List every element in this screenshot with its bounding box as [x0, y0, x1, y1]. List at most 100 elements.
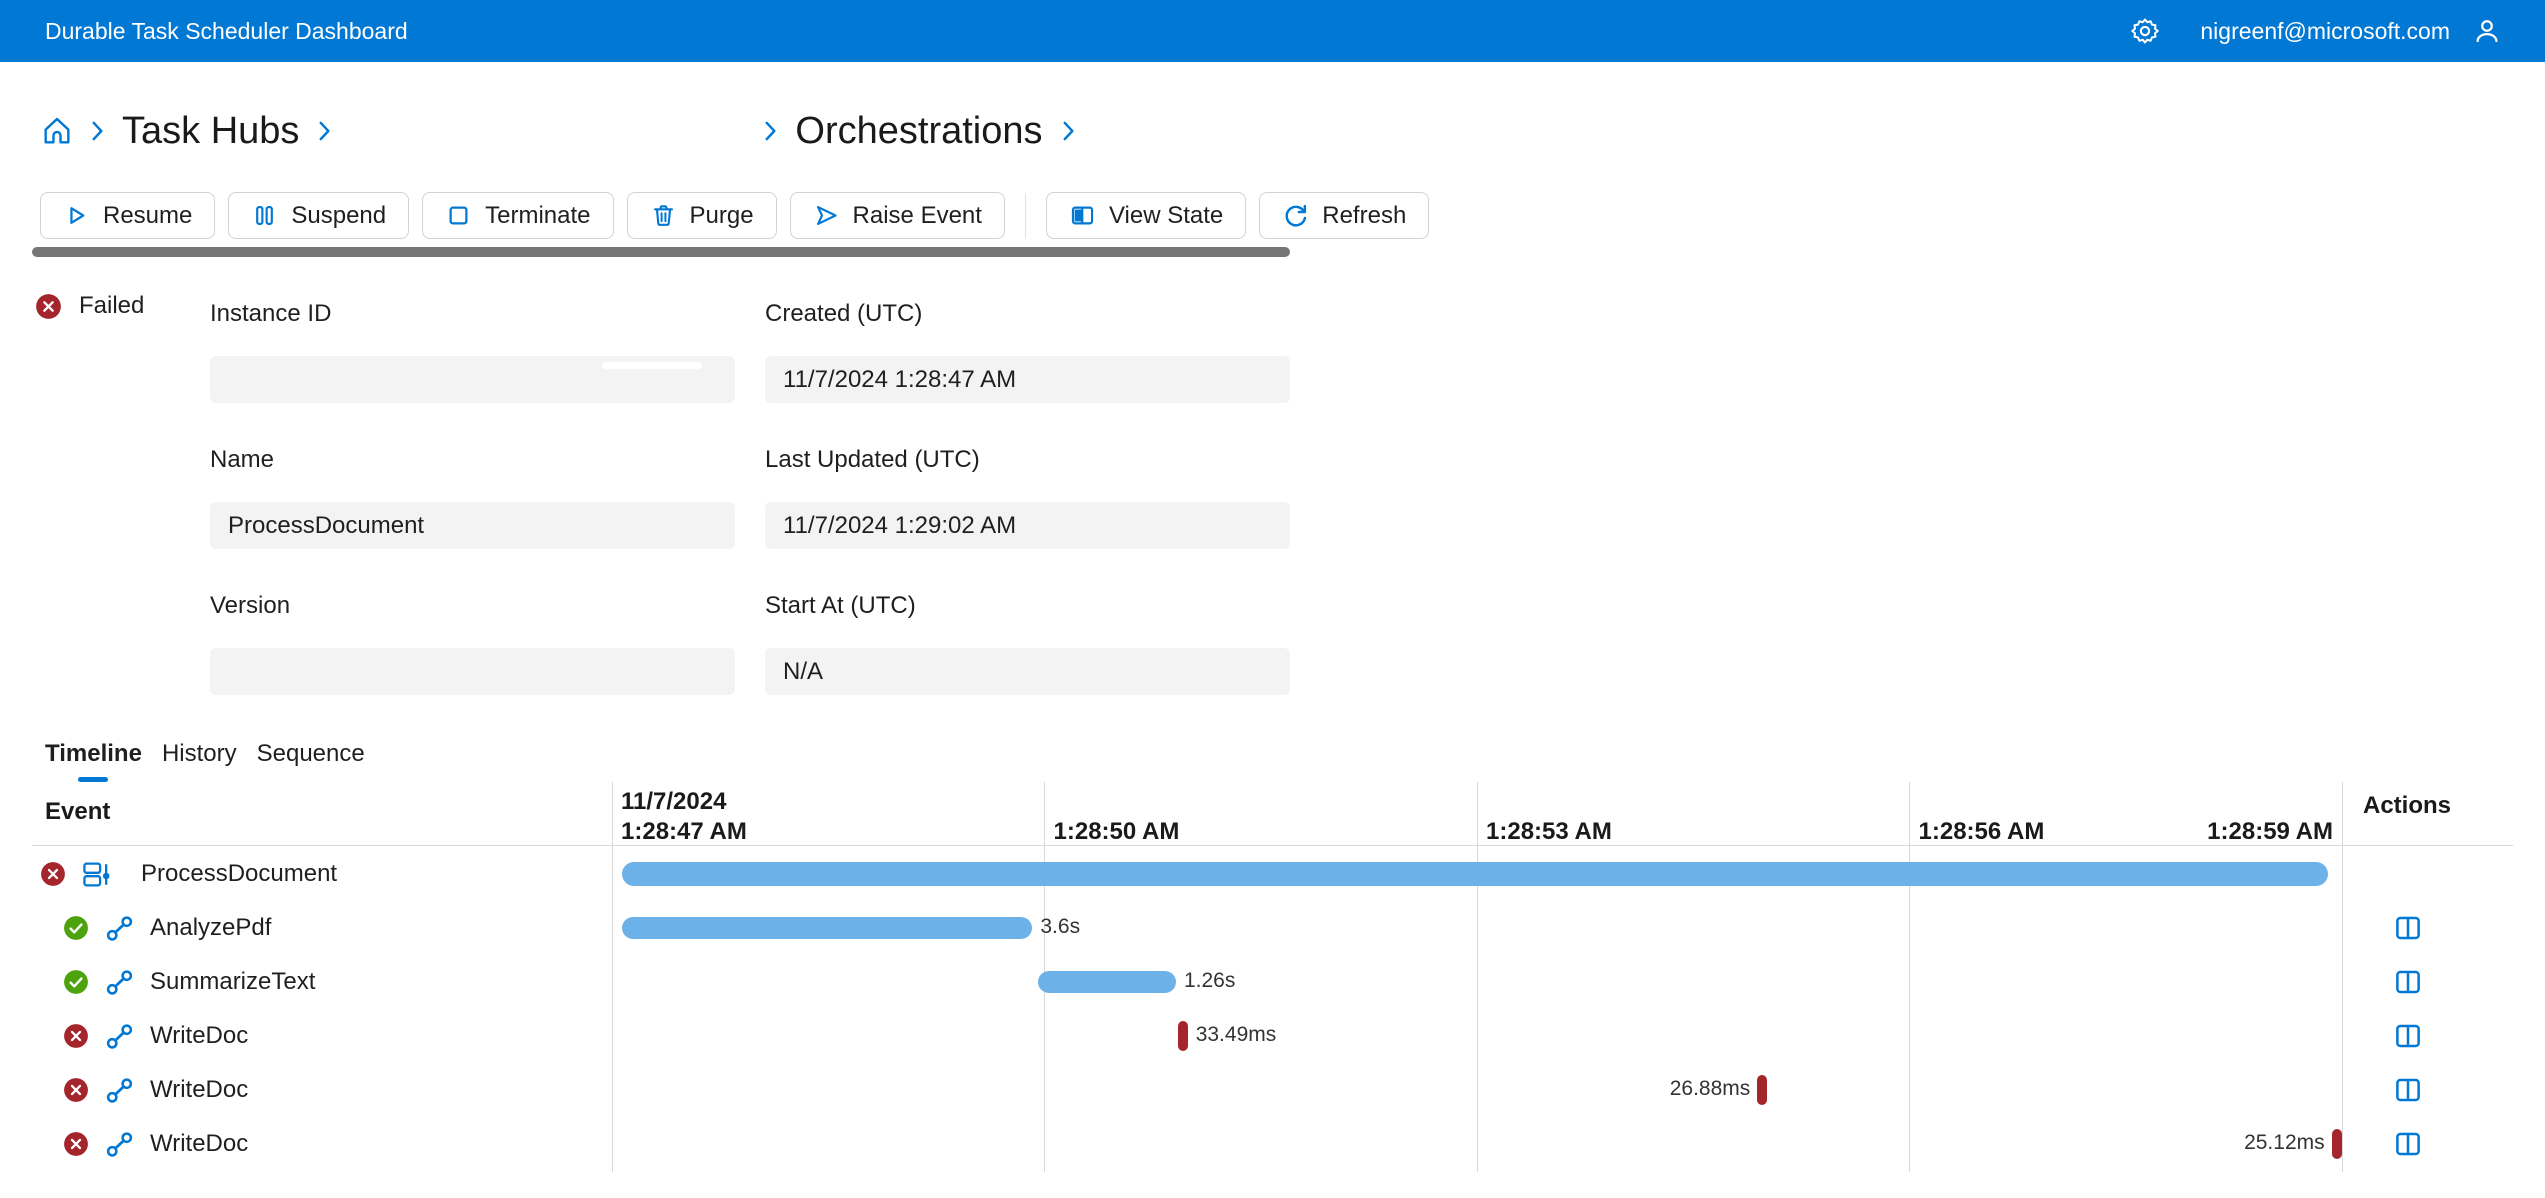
timeline-bar-analyzepdf[interactable]	[622, 917, 1033, 939]
timeline-row-writedoc[interactable]: WriteDoc	[32, 1063, 610, 1117]
error-icon	[63, 1077, 89, 1103]
app-title: Durable Task Scheduler Dashboard	[45, 17, 408, 44]
timeline-row-label: WriteDoc	[150, 1022, 249, 1049]
timeline-bar-writedoc[interactable]	[1177, 1021, 1188, 1051]
refresh-button[interactable]: Refresh	[1259, 192, 1430, 239]
axis-tick-label: 1:28:56 AM	[1918, 818, 2045, 845]
axis-tick-label: 1:28:59 AM	[2207, 818, 2333, 845]
active-tab-underline	[78, 777, 109, 782]
timeline-bar-writedoc[interactable]	[2331, 1129, 2342, 1159]
duration-label: 1.26s	[1183, 969, 1236, 992]
grid-line	[611, 782, 613, 1172]
view-state-action-button[interactable]	[2393, 967, 2423, 997]
timeline-row-analyzepdf[interactable]: AnalyzePdf	[32, 901, 610, 955]
chevron-right-icon	[311, 118, 337, 144]
tab-label: Sequence	[256, 740, 365, 767]
home-icon[interactable]	[40, 114, 74, 148]
breadcrumb-item-orchestrations[interactable]: Orchestrations	[795, 109, 1043, 152]
timeline-row-label: ProcessDocument	[141, 860, 338, 887]
duration-label: 25.12ms	[2244, 1131, 2325, 1154]
view-state-action-button[interactable]	[2393, 1021, 2423, 1051]
trash-icon	[650, 202, 677, 229]
view-state-action-button[interactable]	[2393, 913, 2423, 943]
breadcrumb: Task Hubs Orchestrations	[40, 96, 1081, 166]
button-label: Suspend	[291, 201, 387, 229]
tab-label: History	[161, 740, 237, 767]
chevron-right-icon	[1055, 118, 1081, 144]
breadcrumb-item-task-hubs[interactable]: Task Hubs	[122, 109, 300, 152]
timeline-row-label: WriteDoc	[150, 1130, 249, 1157]
field-value-text: 11/7/2024 1:29:02 AM	[783, 511, 1017, 539]
field-value-last-updated-utc-: 11/7/2024 1:29:02 AM	[765, 502, 1290, 549]
split-panel-outline-icon	[2393, 1021, 2423, 1051]
axis-tick-date: 11/7/2024	[621, 788, 727, 815]
suspend-button[interactable]: Suspend	[228, 192, 410, 239]
field-value-name: ProcessDocument	[210, 502, 735, 549]
activity-icon	[105, 1022, 134, 1051]
error-icon	[40, 861, 66, 887]
timeline-row-summarizetext[interactable]: SummarizeText	[32, 955, 610, 1009]
terminate-button[interactable]: Terminate	[422, 192, 614, 239]
error-icon	[63, 1131, 89, 1157]
view-state-action-button[interactable]	[2393, 1075, 2423, 1105]
timeline-bar-processdocument[interactable]	[622, 862, 2329, 886]
button-label: Raise Event	[852, 201, 982, 229]
tab-history[interactable]: History	[162, 740, 237, 782]
play-icon	[63, 202, 90, 229]
toolbar: Resume Suspend Terminate Purge Raise Event Vi…	[40, 192, 1430, 239]
person-icon[interactable]	[2472, 16, 2502, 46]
grid-line	[1909, 782, 1910, 1172]
button-label: Refresh	[1322, 201, 1407, 229]
field-label-version: Version	[210, 592, 291, 619]
view-state-button[interactable]: View State	[1045, 192, 1247, 239]
button-label: View State	[1108, 201, 1224, 229]
actions-column-header: Actions	[2363, 792, 2452, 819]
button-label: Purge	[689, 201, 754, 229]
topbar-right: nigreenf@microsoft.com	[2130, 16, 2502, 46]
error-icon	[35, 293, 62, 320]
split-panel-outline-icon	[2393, 913, 2423, 943]
field-value-instance-id	[210, 356, 735, 403]
field-value-text: N/A	[783, 657, 824, 685]
gear-icon[interactable]	[2130, 16, 2160, 46]
axis-tick-label: 1:28:47 AM	[621, 818, 747, 845]
field-value-text: ProcessDocument	[228, 511, 425, 539]
raise-event-button[interactable]: Raise Event	[789, 192, 1005, 239]
field-label-created-utc-: Created (UTC)	[765, 300, 923, 327]
chevron-right-icon	[84, 118, 110, 144]
activity-icon	[105, 1130, 134, 1159]
view-state-action-button[interactable]	[2393, 1129, 2423, 1159]
timeline-chart: 11/7/2024 1:28:47 AM 1:28:50 AM 1:28:53 AM 1…	[611, 782, 2343, 1172]
timeline-bar-writedoc[interactable]	[1757, 1075, 1768, 1105]
tab-sequence[interactable]: Sequence	[257, 740, 365, 782]
refresh-icon	[1282, 202, 1309, 229]
field-value-created-utc-: 11/7/2024 1:28:47 AM	[765, 356, 1290, 403]
orchestration-icon	[82, 860, 111, 889]
split-panel-outline-icon	[2393, 967, 2423, 997]
status-label: Failed	[79, 292, 145, 319]
event-column-header: Event	[45, 798, 111, 825]
timeline-row-label: SummarizeText	[150, 968, 316, 995]
duration-label: 26.88ms	[1669, 1077, 1751, 1100]
button-label: Terminate	[485, 201, 591, 229]
timeline-bar-summarizetext[interactable]	[1037, 971, 1176, 993]
field-value-start-at-utc-: N/A	[765, 648, 1290, 695]
field-label-name: Name	[210, 446, 275, 473]
toolbar-divider	[32, 247, 1290, 257]
activity-icon	[105, 1076, 134, 1105]
field-value-text: 11/7/2024 1:28:47 AM	[783, 365, 1017, 393]
field-label-last-updated-utc-: Last Updated (UTC)	[765, 446, 980, 473]
breadcrumb-spacer	[337, 131, 757, 132]
timeline-row-writedoc[interactable]: WriteDoc	[32, 1009, 610, 1063]
purge-button[interactable]: Purge	[626, 192, 777, 239]
timeline-row-writedoc[interactable]: WriteDoc	[32, 1117, 610, 1171]
field-label-instance-id: Instance ID	[210, 300, 332, 327]
activity-icon	[105, 914, 134, 943]
split-panel-icon	[1069, 202, 1096, 229]
toolbar-separator	[1024, 192, 1026, 239]
timeline-row-processdocument[interactable]: ProcessDocument	[32, 847, 610, 901]
tab-timeline[interactable]: Timeline	[45, 740, 142, 782]
error-icon	[63, 1023, 89, 1049]
account-email[interactable]: nigreenf@microsoft.com	[2200, 17, 2450, 44]
resume-button[interactable]: Resume	[40, 192, 216, 239]
